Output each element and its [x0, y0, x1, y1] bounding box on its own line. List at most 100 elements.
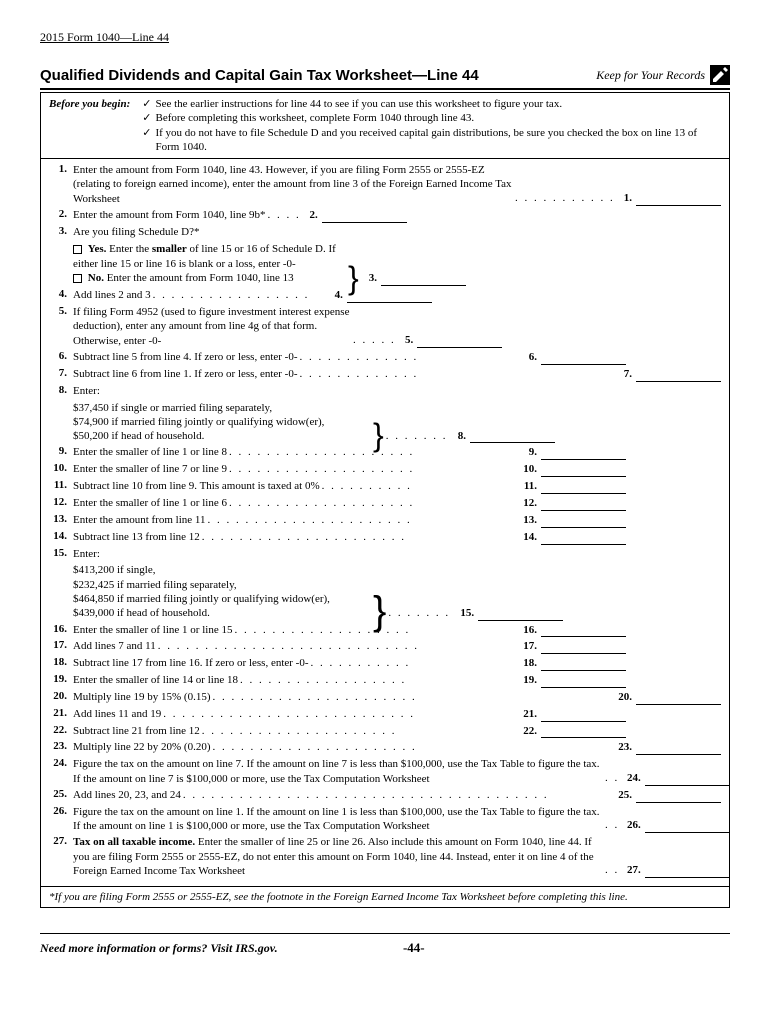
line-number: 18. — [49, 656, 73, 668]
leader-dots: . . . . . . . . . . . — [513, 191, 620, 206]
line-number: 22. — [49, 724, 73, 736]
line-text: Add lines 11 and 19 — [73, 707, 161, 722]
line-text: Add lines 2 and 3 — [73, 288, 151, 303]
line-ref: 25. — [614, 788, 636, 803]
leader-dots: . . . . . . . . . . . . . — [298, 350, 525, 365]
keep-records-text: Keep for Your Records — [596, 68, 705, 83]
line-22: 22.Subtract line 21 from line 12. . . . … — [49, 724, 721, 739]
line-text: Enter the smaller of line 1 or line 8 — [73, 445, 227, 460]
bracket-option: $413,200 if single, — [73, 563, 373, 577]
line-ref: 15. — [456, 606, 478, 621]
pencil-icon — [710, 65, 730, 85]
before-item: See the earlier instructions for line 44… — [155, 97, 562, 111]
checkbox-yes[interactable] — [73, 245, 82, 254]
input-blank[interactable] — [478, 609, 563, 621]
input-blank[interactable] — [645, 866, 730, 878]
input-blank[interactable] — [636, 791, 721, 803]
input-blank[interactable] — [636, 194, 721, 206]
leader-dots: . . . . . . . . . . . . . . . . . . . . … — [156, 639, 520, 654]
input-blank[interactable] — [541, 353, 626, 365]
line-4: 4. Add lines 2 and 3 . . . . . . . . . .… — [49, 288, 721, 303]
line-number: 6. — [49, 350, 73, 362]
line-12: 12.Enter the smaller of line 1 or line 6… — [49, 496, 721, 511]
input-blank[interactable] — [541, 726, 626, 738]
leader-dots: . . — [603, 863, 623, 878]
input-blank[interactable] — [541, 448, 626, 460]
leader-dots: . . . . . . . . . . . . . . . . . . . . — [227, 496, 519, 511]
line-14: 14.Subtract line 13 from line 12. . . . … — [49, 530, 721, 545]
brace-icon: } — [373, 601, 386, 621]
line-ref: 13. — [519, 513, 541, 528]
line-number: 9. — [49, 445, 73, 457]
line-number: 27. — [49, 835, 73, 847]
line-text: Are you filing Schedule D?* — [73, 225, 721, 240]
line-number: 4. — [49, 288, 73, 300]
line-text: Enter the amount from Form 1040, line 43… — [73, 163, 513, 206]
yes-text: Enter the smaller of line 15 or 16 of Sc… — [73, 243, 336, 270]
input-blank[interactable] — [645, 821, 730, 833]
input-blank[interactable] — [645, 774, 730, 786]
line-20: 20.Multiply line 19 by 15% (0.15). . . .… — [49, 690, 721, 705]
line-number: 5. — [49, 305, 73, 317]
input-blank[interactable] — [541, 465, 626, 477]
brace-icon: } — [348, 270, 359, 286]
line-number: 20. — [49, 690, 73, 702]
input-blank[interactable] — [541, 625, 626, 637]
leader-dots: . . . . . . . — [386, 606, 456, 621]
line-number: 3. — [49, 225, 73, 237]
line-ref: 19. — [519, 673, 541, 688]
input-blank[interactable] — [541, 516, 626, 528]
line-19: 19.Enter the smaller of line 14 or line … — [49, 673, 721, 688]
input-blank[interactable] — [541, 533, 626, 545]
line-9: 9.Enter the smaller of line 1 or line 8.… — [49, 445, 721, 460]
line-number: 11. — [49, 479, 73, 491]
input-blank[interactable] — [636, 370, 721, 382]
input-blank[interactable] — [541, 499, 626, 511]
line-text: Figure the tax on the amount on line 7. … — [73, 757, 603, 786]
line-number: 2. — [49, 208, 73, 220]
leader-dots: . . . . . . . . . . . . . . . . . . . . … — [211, 740, 615, 755]
line-text: Subtract line 5 from line 4. If zero or … — [73, 350, 298, 365]
input-blank[interactable] — [636, 743, 721, 755]
worksheet-title: Qualified Dividends and Capital Gain Tax… — [40, 67, 479, 84]
check-icon: ✓ — [142, 97, 151, 111]
worksheet-box: Before you begin: ✓See the earlier instr… — [40, 92, 730, 908]
checkbox-no[interactable] — [73, 274, 82, 283]
brace-icon: } — [373, 427, 384, 443]
leader-dots: . . . . . . . . . . . . . . . . . — [151, 288, 331, 303]
input-blank[interactable] — [541, 659, 626, 671]
input-blank[interactable] — [636, 693, 721, 705]
input-blank[interactable] — [322, 211, 407, 223]
input-blank[interactable] — [470, 431, 555, 443]
line-ref: 3. — [359, 271, 381, 286]
input-blank[interactable] — [541, 482, 626, 494]
line-number: 25. — [49, 788, 73, 800]
worksheet-lines: 1. Enter the amount from Form 1040, line… — [41, 159, 729, 886]
input-blank[interactable] — [541, 676, 626, 688]
line-25: 25.Add lines 20, 23, and 24. . . . . . .… — [49, 788, 721, 803]
input-blank[interactable] — [381, 274, 466, 286]
line-ref: 20. — [614, 690, 636, 705]
page-footer: Need more information or forms? Visit IR… — [40, 933, 730, 956]
line-number: 1. — [49, 163, 73, 175]
line-5: 5. If filing Form 4952 (used to figure i… — [49, 305, 721, 348]
input-blank[interactable] — [347, 291, 432, 303]
input-blank[interactable] — [417, 336, 502, 348]
line-text: Subtract line 17 from line 16. If zero o… — [73, 656, 309, 671]
line-23: 23.Multiply line 22 by 20% (0.20). . . .… — [49, 740, 721, 755]
line-text: Subtract line 6 from line 1. If zero or … — [73, 367, 298, 382]
line-number: 23. — [49, 740, 73, 752]
line-text: Enter: — [73, 384, 721, 399]
leader-dots: . . . . . . . . . . . . . . . . . . . — [232, 623, 519, 638]
line-1: 1. Enter the amount from Form 1040, line… — [49, 163, 721, 206]
line-ref: 27. — [623, 863, 645, 878]
leader-dots: . . . . . . . . . . . . . — [298, 367, 620, 382]
line-number: 14. — [49, 530, 73, 542]
input-blank[interactable] — [541, 710, 626, 722]
leader-dots: . . — [603, 771, 623, 786]
leader-dots: . . . . . . . . . . . . . . . . . . . . … — [200, 724, 519, 739]
line-ref: 1. — [620, 191, 636, 206]
line-text: Add lines 7 and 11 — [73, 639, 156, 654]
input-blank[interactable] — [541, 642, 626, 654]
no-text: Enter the amount from Form 1040, line 13 — [107, 272, 294, 284]
